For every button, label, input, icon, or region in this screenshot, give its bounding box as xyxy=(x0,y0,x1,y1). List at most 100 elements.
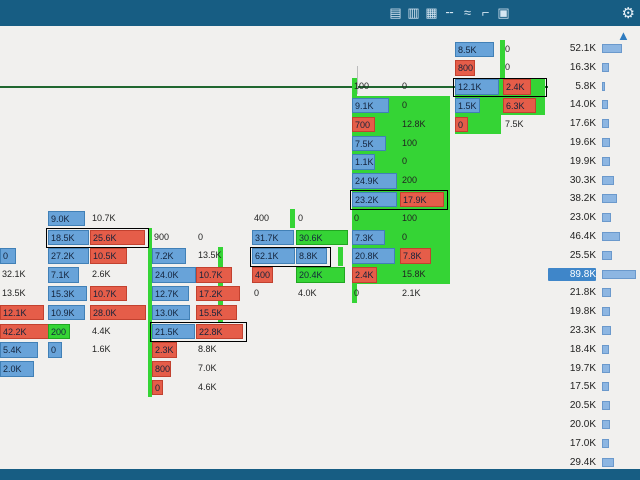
poc-outline xyxy=(150,322,247,342)
ask-cell: 0 xyxy=(402,231,408,242)
scale-volume-bar xyxy=(602,44,622,53)
bid-cell: 400 xyxy=(252,267,273,283)
poc-outline xyxy=(350,190,448,211)
bid-cell: 5.4K xyxy=(0,342,38,358)
ask-cell: 8.8K xyxy=(198,344,217,355)
ask-cell: 25.6K xyxy=(90,229,145,245)
volume-bar xyxy=(218,246,223,322)
ask-cell: 28.0K xyxy=(90,304,146,321)
bid-cell: 200 xyxy=(48,323,70,339)
bid-cell: 900 xyxy=(154,231,170,242)
price-label: 29.4K xyxy=(569,456,596,468)
price-label: 23.0K xyxy=(569,212,596,224)
bid-cell: 7.5K xyxy=(352,135,386,151)
price-label: 46.4K xyxy=(569,231,596,242)
volume-bar xyxy=(352,284,357,304)
scale-volume-bar xyxy=(602,81,605,91)
bid-cell: 2.4K xyxy=(352,267,377,283)
bid-cell: 24.0K xyxy=(152,267,196,283)
bid-cell: 2.3K xyxy=(152,342,177,358)
poc-outline xyxy=(453,77,547,98)
bid-cell: 7.2K xyxy=(152,248,186,264)
snapshot-icon[interactable]: ▣ xyxy=(497,5,510,20)
scale-volume-bar xyxy=(602,344,609,354)
bid-cell: 2.0K xyxy=(0,361,34,377)
volume-bar xyxy=(352,77,357,97)
ask-cell: 7.8K xyxy=(400,248,431,264)
price-label: 14.0K xyxy=(569,99,596,111)
bid-cell: 9.1K xyxy=(352,97,389,114)
ask-cell: 10.7K xyxy=(196,267,232,283)
scale-volume-bar xyxy=(602,401,610,411)
bid-cell: 13.0K xyxy=(152,304,190,321)
price-label: 19.8K xyxy=(569,306,596,318)
bid-cell: 400 xyxy=(254,212,270,223)
ask-cell: 10.5K xyxy=(90,248,127,264)
ask-cell: 22.8K xyxy=(196,323,243,339)
scale-volume-bar xyxy=(602,232,620,241)
bid-cell: 10.9K xyxy=(48,304,85,321)
ask-cell: 2.6K xyxy=(92,269,111,280)
scale-volume-bar xyxy=(602,269,636,279)
bottom-bar xyxy=(0,469,640,480)
ask-cell: 15.5K xyxy=(196,304,237,321)
ask-cell: 20.4K xyxy=(296,267,345,283)
bid-cell: 0 xyxy=(354,287,360,298)
price-label: 25.5K xyxy=(569,249,596,261)
price-label-highlight: 89.8K xyxy=(548,267,596,281)
ask-cell: 100 xyxy=(402,212,418,223)
ask-cell: 4.0K xyxy=(298,287,317,298)
ask-cell: 4.6K xyxy=(198,381,217,392)
price-label: 17.0K xyxy=(569,437,596,449)
price-label: 19.9K xyxy=(569,155,596,167)
volume-bar xyxy=(338,246,343,266)
zigzag-icon[interactable]: ≈ xyxy=(463,5,472,20)
settings-gear-icon[interactable]: ⚙ xyxy=(621,5,635,22)
poc-outline xyxy=(250,246,331,267)
profile-chart-icon[interactable]: ▦ xyxy=(425,5,438,20)
volume-bar xyxy=(500,40,505,78)
price-label: 17.5K xyxy=(569,381,596,393)
ask-cell: 200 xyxy=(402,175,418,186)
scale-volume-bar xyxy=(602,438,609,448)
ask-cell: 100 xyxy=(402,137,418,148)
angle-tool-icon[interactable]: ⌐ xyxy=(481,5,490,20)
toolbar: ▤ ▥ ▦ ╌ ≈ ⌐ ▣ ⚙ xyxy=(0,0,640,26)
bid-cell: 32.1K xyxy=(2,269,26,280)
ask-cell: 0 xyxy=(505,43,511,54)
scale-volume-bar xyxy=(602,213,611,223)
ask-cell: 7.0K xyxy=(198,363,217,374)
ask-cell: 0 xyxy=(298,212,304,223)
volume-bar xyxy=(148,228,152,398)
scale-scroll-up-icon[interactable]: ▲ xyxy=(617,28,630,43)
bid-cell: 100 xyxy=(354,81,370,92)
ask-cell: 15.8K xyxy=(402,269,426,280)
line-style-icon[interactable]: ╌ xyxy=(445,5,454,20)
ask-cell: 17.2K xyxy=(196,285,240,302)
price-label: 21.8K xyxy=(569,287,596,299)
bid-cell: 7.1K xyxy=(48,267,79,283)
bid-cell: 13.5K xyxy=(2,287,26,298)
bid-cell: 62.1K xyxy=(252,248,295,264)
scale-volume-bar xyxy=(602,307,610,317)
bid-cell: 700 xyxy=(352,116,375,133)
price-label: 23.3K xyxy=(569,325,596,336)
price-label: 19.6K xyxy=(569,137,596,148)
cluster-chart-icon[interactable]: ▥ xyxy=(407,5,420,20)
ask-cell: 30.6K xyxy=(296,229,348,245)
bid-cell: 0 xyxy=(48,342,62,358)
ask-cell: 2.4K xyxy=(503,79,531,95)
ask-cell: 17.9K xyxy=(400,191,444,208)
price-label: 52.1K xyxy=(569,43,596,54)
bid-cell: 15.3K xyxy=(48,285,87,302)
report-icon[interactable]: ▤ xyxy=(389,5,402,20)
price-label: 30.3K xyxy=(569,174,596,186)
scale-volume-bar xyxy=(602,326,611,335)
poc-outline xyxy=(46,228,149,248)
scale-volume-bar xyxy=(602,382,609,392)
open-price-line xyxy=(0,86,548,88)
ask-cell: 4.4K xyxy=(92,325,111,336)
ask-cell: 12.8K xyxy=(402,118,426,129)
bid-cell: 800 xyxy=(455,60,475,76)
